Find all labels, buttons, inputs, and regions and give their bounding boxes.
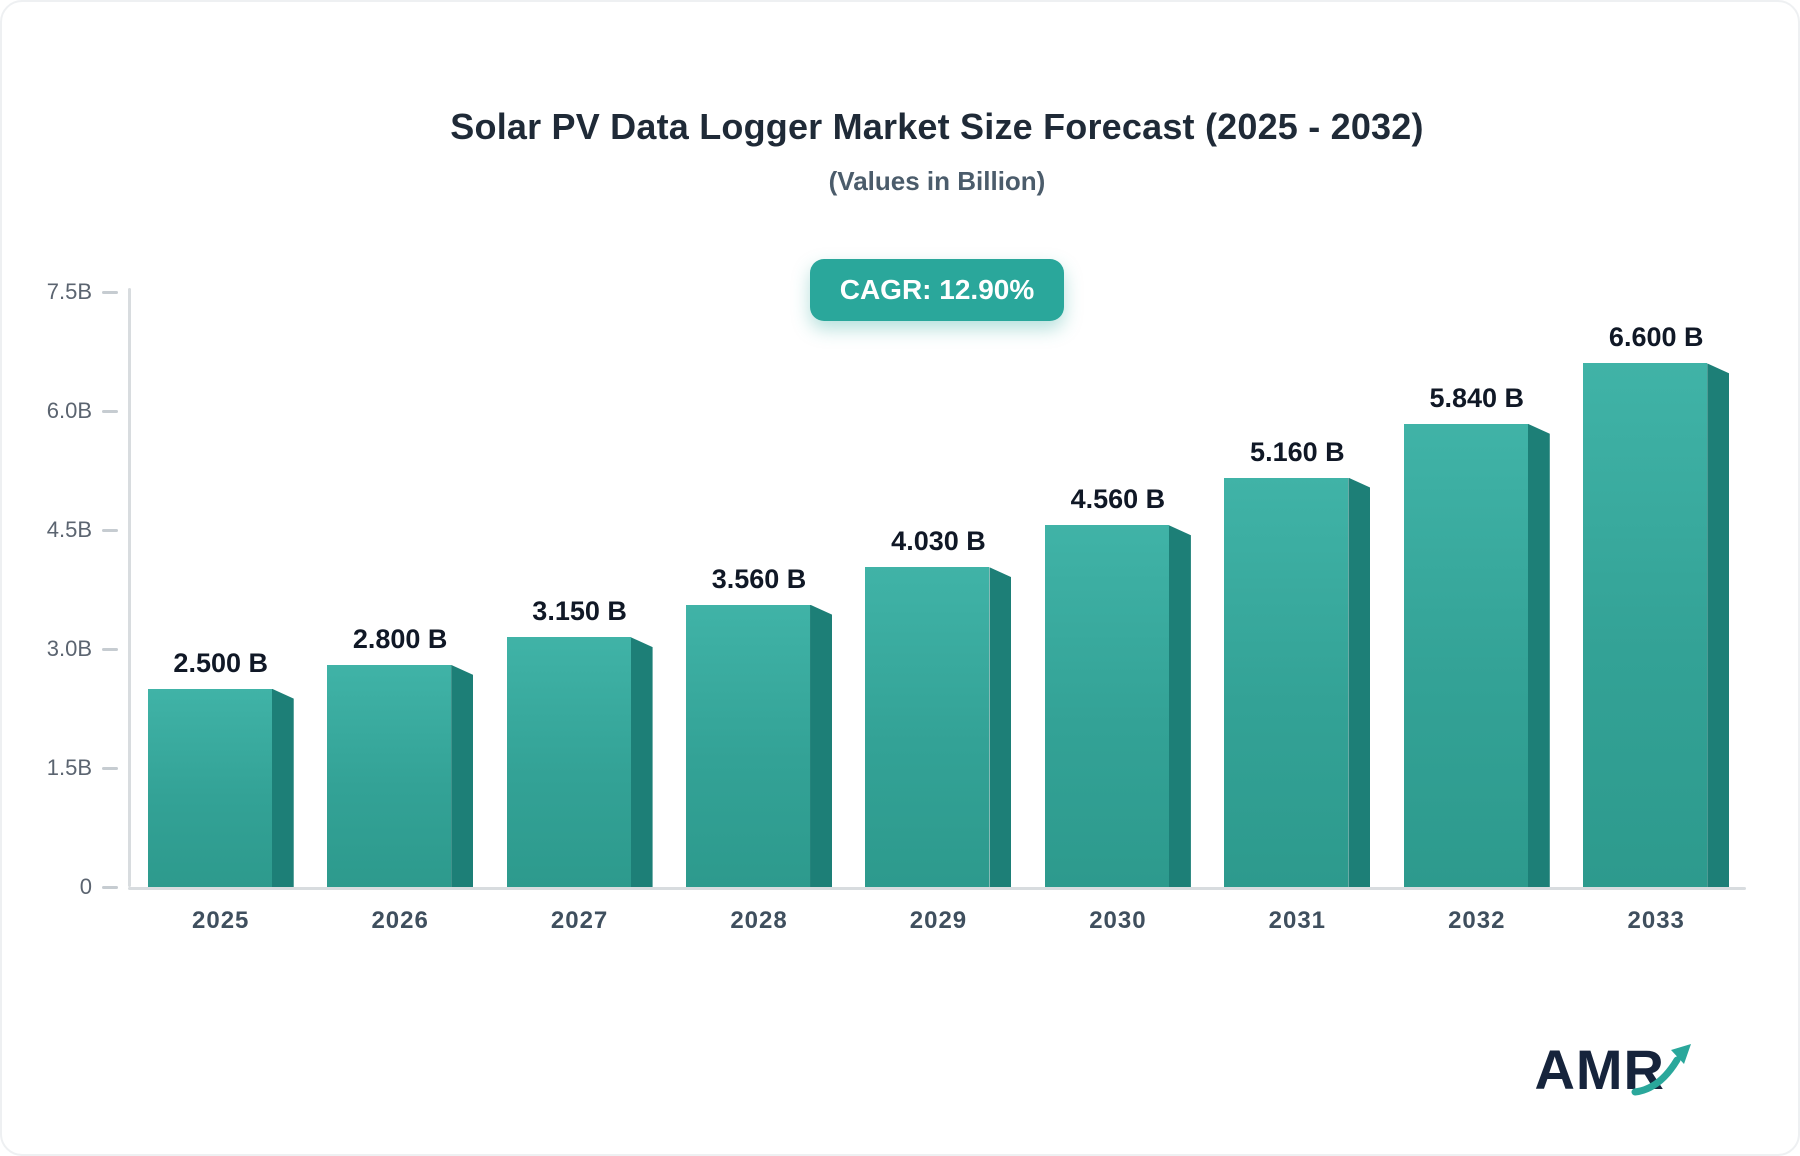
bar-face [1403,423,1528,887]
bar-face [686,604,811,887]
x-axis-label: 2025 [192,907,250,934]
bar [147,688,294,887]
bar [1403,423,1550,887]
bar-face [1044,525,1169,887]
bar-slot: 5.840 B [1398,383,1556,887]
x-labels-row: 2025 2026 2027 2028 2029 2030 2031 2032 2033 [131,907,1746,935]
y-tick-mark [102,648,118,651]
bar-slot: 5.160 B [1218,437,1376,887]
bar-face [147,688,272,887]
bar [1044,525,1191,887]
bar-side [989,567,1012,887]
bar [1224,477,1371,887]
y-tick-label: 3.0B [46,636,92,661]
plot-area: 0 1.5B 3.0B 4.5B 6.0B 7.5B 2.500 B 2.800 B 3.15… [47,279,1746,899]
x-axis-label: 2027 [550,907,609,934]
bar-slot: 2.500 B [142,648,300,887]
bar-face [506,637,631,887]
bar-side [810,604,833,887]
x-axis-label: 2031 [1268,907,1327,934]
x-axis-label: 2033 [1627,907,1685,934]
x-axis-label: 2032 [1448,907,1506,934]
x-axis-label: 2028 [730,907,788,934]
bar [506,637,653,887]
bar-side [1168,525,1191,887]
bar-value-label: 3.150 B [532,596,627,627]
bar-slot: 6.600 B [1577,322,1735,887]
bar-slot: 4.560 B [1039,484,1197,887]
bar-slot: 3.560 B [680,564,838,887]
bar [1583,363,1730,887]
y-tick-mark [102,767,118,770]
bar [686,604,833,887]
y-tick-mark [102,529,118,532]
y-tick-label: 0 [79,874,92,899]
bar-side [1348,477,1371,887]
bar-side [630,637,653,887]
bars-row: 2.500 B 2.800 B 3.150 B 3.560 B 4.030 B 4.560… [131,212,1746,887]
bar-face [1583,363,1708,887]
y-tick-label: 1.5B [46,755,92,780]
bar-value-label: 4.560 B [1070,484,1166,515]
bar [865,567,1012,887]
bar-value-label: 5.840 B [1429,382,1525,413]
cagr-badge: CAGR: 12.90% [809,259,1065,321]
x-axis-label: 2026 [371,907,429,934]
bar-value-label: 2.800 B [352,623,448,654]
bar-slot: 2.800 B [321,624,479,887]
bar-side [271,688,294,887]
y-tick-label: 7.5B [46,279,92,304]
y-tick-label: 4.5B [46,517,92,542]
bar-slot: 3.150 B [501,596,659,887]
chart-title: Solar PV Data Logger Market Size Forecas… [450,106,1424,147]
bar-side [451,664,474,887]
chart-subtitle: (Values in Billion) [828,166,1046,196]
bar-side [1527,423,1550,887]
bar [327,664,474,887]
bar-value-label: 5.160 B [1250,436,1345,467]
x-axis-line [128,887,1746,890]
bar-face [327,664,452,887]
growth-arrow-icon [1631,1044,1691,1096]
bar-slot: 4.030 B [859,526,1017,887]
y-tick-mark [102,291,118,294]
y-tick-mark [102,886,118,889]
x-axis-label: 2030 [1089,907,1147,934]
bar-value-label: 3.560 B [711,563,807,594]
amr-logo: AMR [1534,1036,1693,1102]
bar-value-label: 2.500 B [173,647,268,678]
bar-value-label: 4.030 B [891,526,986,557]
bar-value-label: 6.600 B [1608,322,1704,353]
bar-side [1707,363,1730,887]
x-axis-label: 2029 [909,907,968,934]
cagr-badge-wrap: CAGR: 12.90% [128,259,1746,321]
y-tick-label: 6.0B [46,398,92,423]
y-tick-mark [102,410,118,413]
bar-face [1224,477,1349,887]
y-axis-line [128,288,131,887]
bar-face [865,567,990,887]
